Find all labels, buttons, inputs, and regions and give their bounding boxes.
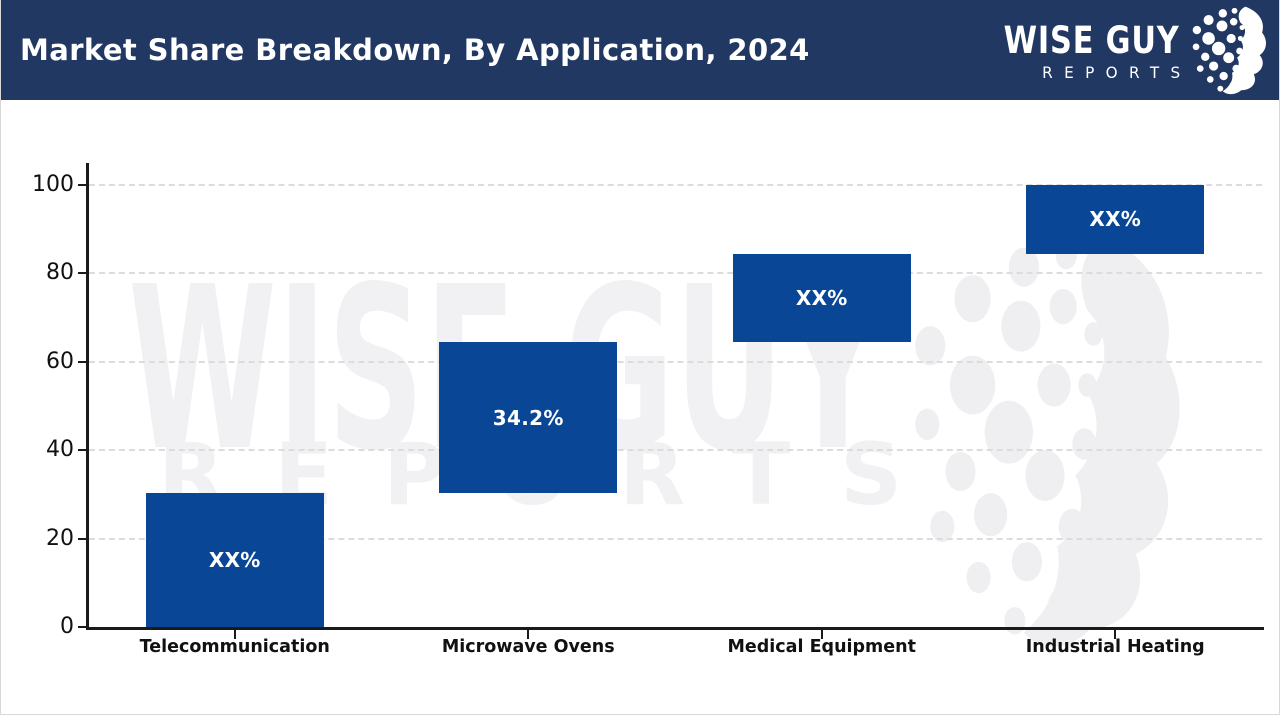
y-tick-label-100: 100 [32,172,74,198]
y-tick-80 [78,272,87,275]
brand-subtitle: REPORTS [1042,63,1192,82]
x-category-label-0: Telecommunication [139,637,330,657]
bar-0: XX% [145,493,324,627]
brand-logo: WISE GUY REPORTS [1002,0,1272,100]
bar-value-label-3: XX% [1089,207,1142,232]
x-category-label-3: Industrial Heating [1025,637,1205,657]
brand-name: WISE GUY [1004,19,1180,62]
bar-3: XX% [1026,185,1205,254]
y-tick-20 [78,537,87,540]
x-category-label-1: Microwave Ovens [441,637,615,657]
y-tick-label-20: 20 [46,525,74,551]
y-tick-label-0: 0 [60,614,74,639]
bar-1: 34.2% [439,341,618,494]
y-tick-label-60: 60 [46,348,74,374]
y-tick-0 [78,626,87,628]
x-category-label-2: Medical Equipment [727,637,916,657]
brand-text: WISE GUY REPORTS [965,19,1181,82]
grid-line-60 [89,360,1262,363]
chart-title: Market Share Breakdown, By Application, … [20,33,810,67]
y-tick-60 [78,360,87,363]
grid-line-40 [89,449,1262,452]
grid-line-80 [89,272,1262,275]
y-tick-label-40: 40 [46,437,74,463]
y-tick-100 [78,184,87,187]
x-tick-0 [233,630,236,639]
y-tick-40 [78,449,87,452]
x-tick-1 [527,630,530,639]
x-axis-line [86,627,1264,630]
bar-value-label-1: 34.2% [492,405,564,430]
grid-line-100 [89,184,1262,187]
brand-head-icon [1192,6,1266,95]
y-tick-label-80: 80 [46,260,74,286]
x-tick-2 [820,630,823,639]
bar-value-label-2: XX% [795,285,848,310]
bar-2: XX% [732,253,911,342]
grid-line-20 [89,537,1262,540]
bar-value-label-0: XX% [208,548,261,573]
header-bar: Market Share Breakdown, By Application, … [0,0,1280,100]
y-axis-line [86,163,89,630]
bar-chart: 0 20 40 60 80 100 XX% Telecommunication 34.2% Mic… [0,100,1280,720]
